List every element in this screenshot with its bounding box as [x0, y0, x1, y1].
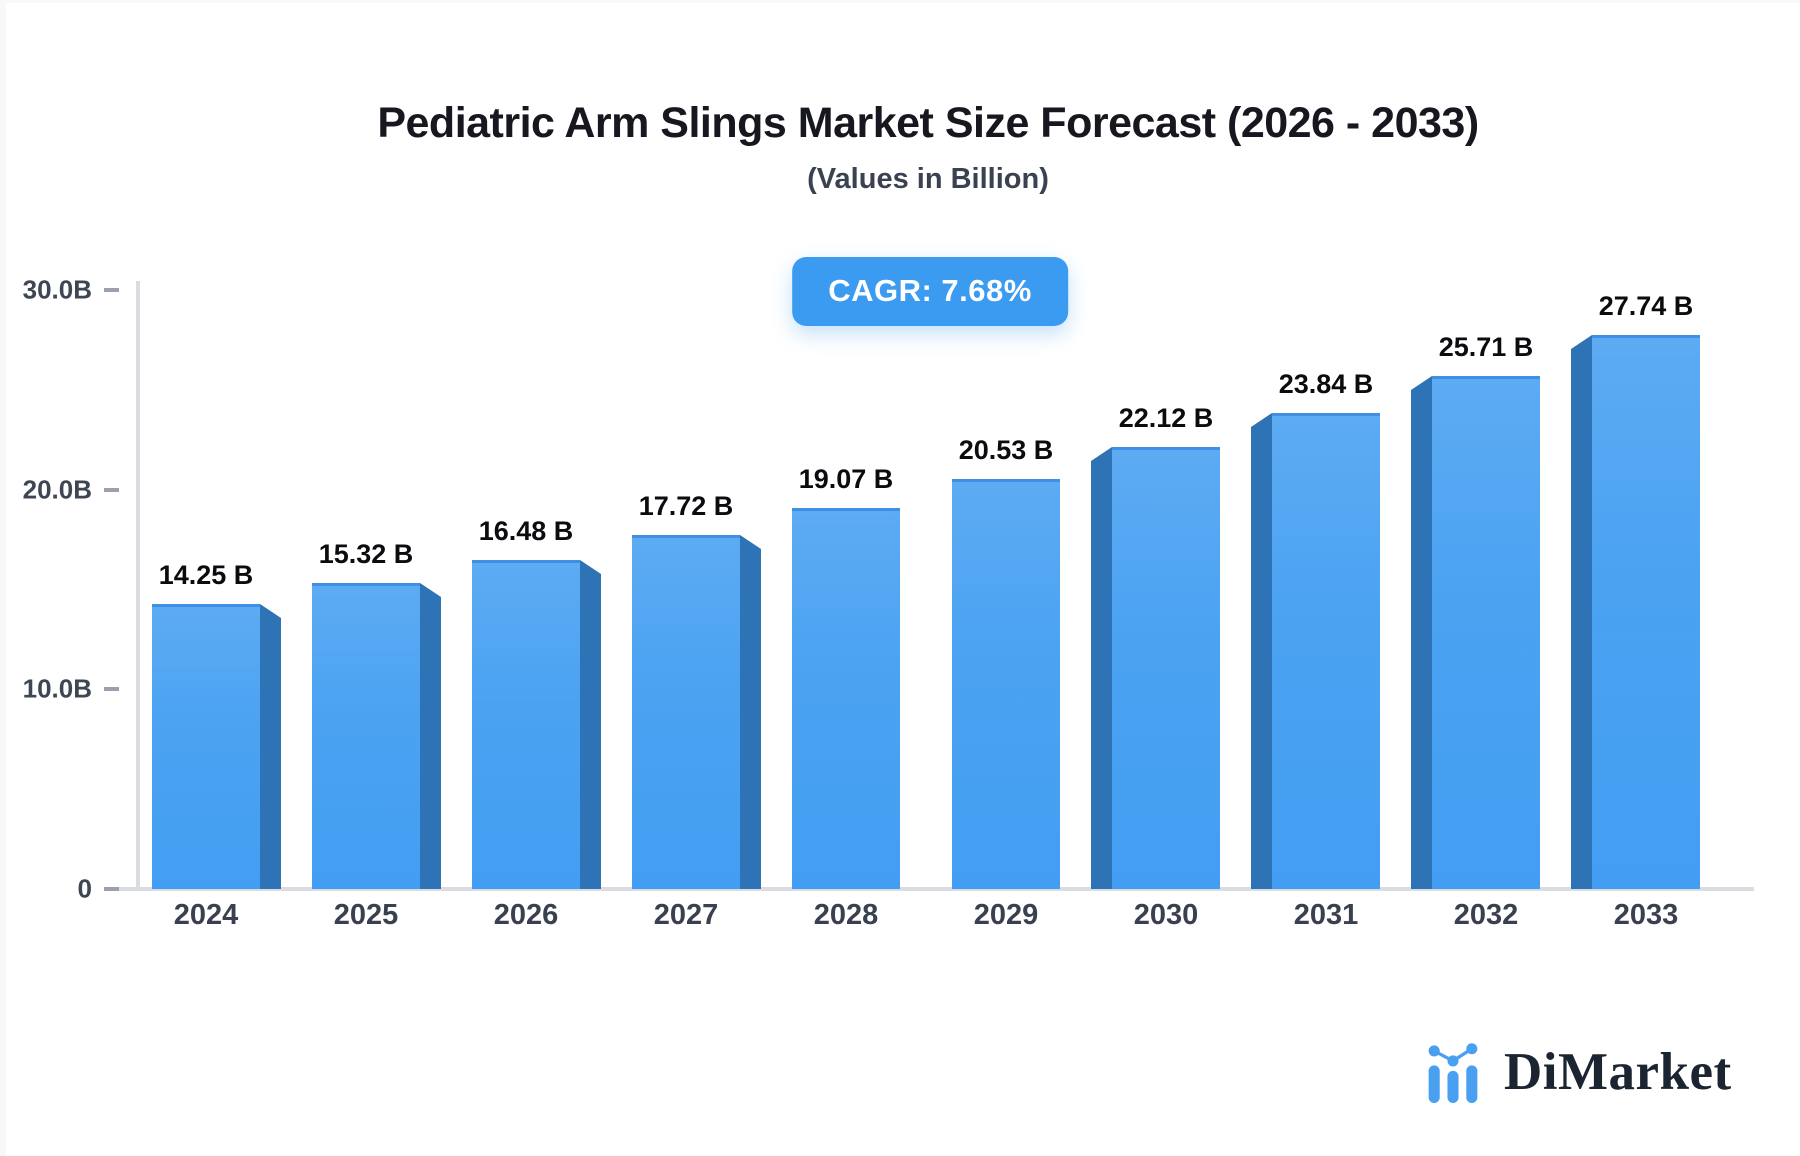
x-tick-label-2024: 2024: [173, 899, 239, 931]
x-tick-label-2030: 2030: [1133, 899, 1199, 931]
x-axis-line: [108, 887, 1754, 891]
y-tick-label: 20.0B: [22, 474, 92, 505]
bar-value-label: 25.71 B: [1438, 332, 1534, 362]
chart-card: Pediatric Arm Slings Market Size Forecas…: [6, 3, 1800, 1156]
chart-subtitle: (Values in Billion): [807, 163, 1049, 195]
bar-value-label: 17.72 B: [638, 491, 734, 521]
bar-2032[interactable]: [1432, 376, 1540, 889]
mini-bar-chart-icon: [1428, 1043, 1478, 1103]
x-tick-label-2028: 2028: [813, 899, 879, 931]
bar-side-face-2031: [1251, 413, 1272, 889]
y-axis-line: [136, 281, 140, 891]
y-tick-label: 0: [77, 873, 92, 904]
bar-2024[interactable]: [152, 604, 260, 889]
bar-side-face-2024: [260, 604, 281, 889]
x-tick-label-2025: 2025: [333, 899, 399, 931]
bar-2029[interactable]: [952, 479, 1060, 889]
bar-value-label: 22.12 B: [1118, 403, 1214, 433]
bar-side-face-2025: [420, 583, 441, 889]
x-tick-label-2032: 2032: [1453, 899, 1519, 931]
y-tick-mark: [104, 687, 119, 692]
bar-value-label: 20.53 B: [958, 435, 1054, 465]
bar-value-label: 16.48 B: [478, 516, 574, 546]
y-tick-mark: [104, 887, 119, 891]
bar-side-face-2026: [580, 560, 601, 889]
bar-2030[interactable]: [1112, 447, 1220, 889]
cagr-badge: CAGR: 7.68%: [792, 257, 1068, 326]
y-tick-label: 10.0B: [22, 673, 92, 704]
bar-side-face-2032: [1411, 376, 1432, 889]
brand-logo: DiMarket: [1414, 1041, 1732, 1103]
bar-value-label: 27.74 B: [1598, 291, 1694, 321]
bar-side-face-2030: [1091, 447, 1112, 889]
bar-chart-plot: 30.0B 20.0B 10.0B 0 14.25 B 2024 15.32 B 2025 16…: [6, 3, 1800, 1156]
x-tick-label-2029: 2029: [973, 899, 1039, 931]
x-tick-label-2026: 2026: [493, 899, 559, 931]
bar-value-label: 19.07 B: [798, 464, 894, 494]
bar-2031[interactable]: [1272, 413, 1380, 889]
bar-2028[interactable]: [792, 508, 900, 889]
bar-2026[interactable]: [472, 560, 580, 889]
bar-value-label: 14.25 B: [158, 560, 254, 590]
x-tick-label-2033: 2033: [1613, 899, 1679, 931]
y-tick-label: 30.0B: [22, 274, 92, 305]
brand-name: DiMarket: [1504, 1043, 1732, 1101]
bar-side-face-2027: [740, 535, 761, 889]
x-tick-label-2027: 2027: [653, 899, 719, 931]
y-tick-mark: [104, 288, 119, 292]
x-tick-label-2031: 2031: [1293, 899, 1359, 931]
y-tick-mark: [104, 487, 119, 492]
bar-2025[interactable]: [312, 583, 420, 889]
bar-side-face-2033: [1571, 335, 1592, 889]
chart-title: Pediatric Arm Slings Market Size Forecas…: [377, 99, 1479, 147]
bar-value-label: 15.32 B: [318, 539, 414, 569]
bar-value-label: 23.84 B: [1278, 369, 1374, 399]
bar-2027[interactable]: [632, 535, 740, 889]
bar-2033[interactable]: [1592, 335, 1700, 889]
